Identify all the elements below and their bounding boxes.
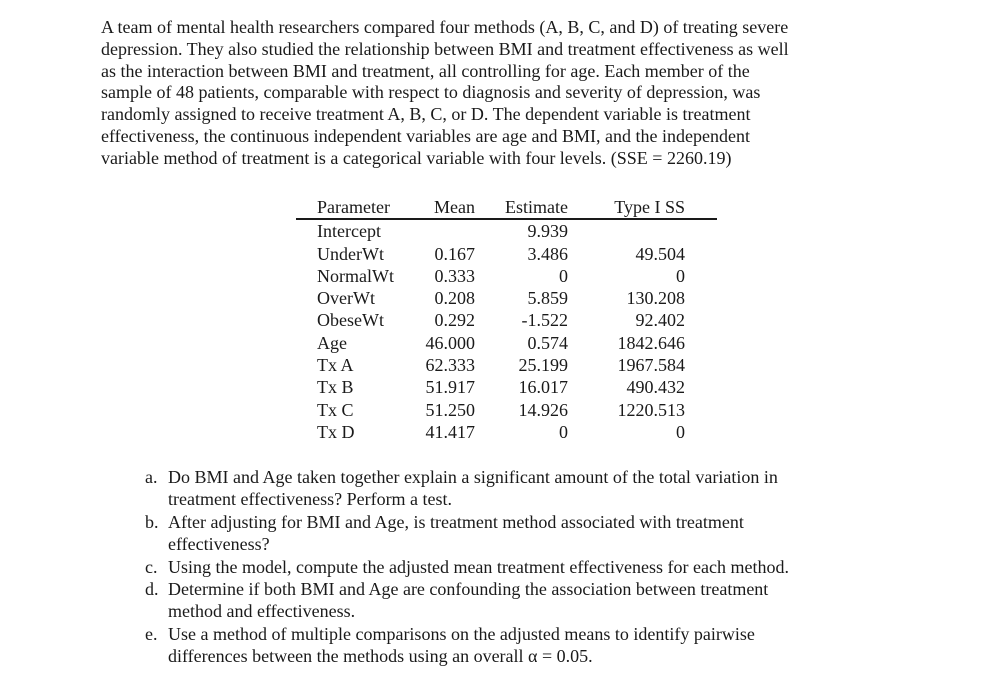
cell-mean: 0.292: [434, 310, 476, 331]
cell-mean: 51.250: [425, 399, 476, 420]
table-row: NormalWt 0.333 0 0: [296, 265, 717, 287]
table-row: Tx D 41.417 0 0: [296, 421, 717, 443]
cell-type-i-ss: [568, 219, 717, 242]
cell-type-i-ss: 0: [676, 421, 685, 442]
cell-parameter: Tx D: [317, 421, 355, 442]
col-header-estimate: Estimate: [475, 196, 568, 221]
cell-estimate: -1.522: [521, 310, 569, 331]
table-row: OverWt 0.208 5.859 130.208: [296, 287, 717, 309]
col-header-type-i-ss: Type I SS: [568, 196, 717, 221]
question-text: Use a method of multiple comparisons on …: [168, 623, 755, 667]
cell-parameter: ObeseWt: [317, 310, 384, 331]
cell-parameter: Tx C: [317, 399, 354, 420]
cell-estimate: 14.926: [518, 399, 569, 420]
cell-parameter: Tx B: [317, 377, 354, 398]
question-text: Using the model, compute the adjusted me…: [168, 556, 789, 577]
list-item-d: d. Determine if both BMI and Age are con…: [145, 578, 945, 623]
cell-estimate: 25.199: [518, 355, 569, 376]
cell-estimate: 0: [559, 421, 568, 442]
table-row: UnderWt 0.167 3.486 49.504: [296, 243, 717, 265]
table-row: Tx C 51.250 14.926 1220.513: [296, 399, 717, 421]
cell-mean: 62.333: [425, 355, 476, 376]
list-item-e: e. Use a method of multiple comparisons …: [145, 623, 945, 668]
cell-type-i-ss: 490.432: [626, 377, 686, 398]
question-label: c.: [145, 556, 158, 577]
cell-estimate: 0.574: [527, 332, 569, 353]
question-label: d.: [145, 579, 159, 600]
cell-parameter: Age: [317, 332, 347, 353]
cell-estimate: 5.859: [527, 288, 569, 309]
cell-type-i-ss: 1967.584: [617, 355, 686, 376]
table-row: Tx B 51.917 16.017 490.432: [296, 376, 717, 398]
list-item-c: c. Using the model, compute the adjusted…: [145, 556, 945, 578]
col-header-mean: Mean: [406, 196, 475, 221]
cell-estimate: 16.017: [518, 377, 569, 398]
question-text: After adjusting for BMI and Age, is trea…: [168, 511, 744, 555]
cell-mean: 51.917: [425, 377, 476, 398]
cell-type-i-ss: 0: [676, 265, 685, 286]
table-row: ObeseWt 0.292 -1.522 92.402: [296, 309, 717, 331]
question-label: b.: [145, 511, 159, 532]
cell-type-i-ss: 1220.513: [617, 399, 686, 420]
question-text: Determine if both BMI and Age are confou…: [168, 579, 769, 622]
cell-parameter: Intercept: [317, 221, 381, 242]
question-list: a. Do BMI and Age taken together explain…: [145, 466, 945, 668]
cell-mean: [406, 219, 475, 242]
question-text: Do BMI and Age taken together explain a …: [168, 467, 778, 510]
list-item-b: b. After adjusting for BMI and Age, is t…: [145, 511, 945, 556]
cell-type-i-ss: 92.402: [635, 310, 686, 331]
cell-estimate: 0: [559, 265, 568, 286]
table-header-row: Parameter Mean Estimate Type I SS: [296, 196, 717, 221]
cell-mean: 0.167: [434, 243, 476, 264]
cell-parameter: UnderWt: [317, 243, 384, 264]
cell-type-i-ss: 49.504: [635, 243, 686, 264]
table-row: Tx A 62.333 25.199 1967.584: [296, 354, 717, 376]
cell-type-i-ss: 1842.646: [617, 332, 686, 353]
cell-mean: 46.000: [425, 332, 476, 353]
question-label: e.: [145, 623, 158, 644]
cell-type-i-ss: 130.208: [626, 288, 686, 309]
cell-estimate: 3.486: [527, 243, 569, 264]
cell-estimate: 9.939: [527, 221, 569, 242]
cell-mean: 41.417: [425, 421, 476, 442]
table-row: Intercept 9.939: [296, 219, 717, 242]
list-item-a: a. Do BMI and Age taken together explain…: [145, 466, 945, 511]
parameter-table: Parameter Mean Estimate Type I SS Interc…: [296, 196, 717, 443]
table-row: Age 46.000 0.574 1842.646: [296, 332, 717, 354]
cell-mean: 0.208: [434, 288, 476, 309]
col-header-parameter: Parameter: [296, 196, 406, 221]
cell-parameter: Tx A: [317, 355, 354, 376]
cell-parameter: OverWt: [317, 288, 375, 309]
cell-parameter: NormalWt: [317, 265, 394, 286]
intro-paragraph: A team of mental health researchers comp…: [101, 17, 789, 168]
cell-mean: 0.333: [434, 265, 476, 286]
question-label: a.: [145, 467, 158, 487]
